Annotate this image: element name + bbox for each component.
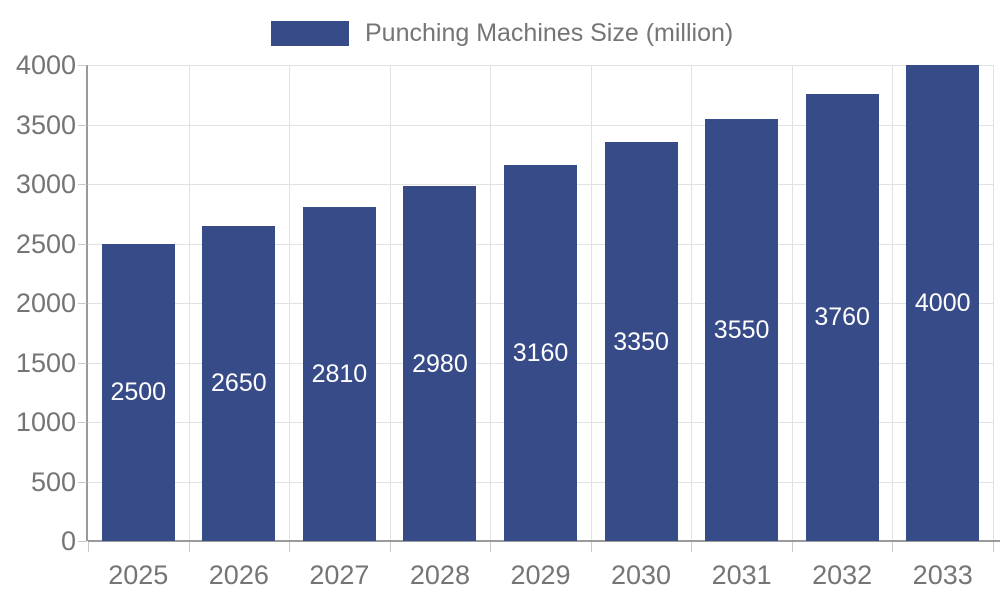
gridline-vertical bbox=[188, 65, 190, 541]
bar-value-label: 3350 bbox=[613, 327, 669, 356]
x-axis-tick bbox=[993, 542, 994, 552]
x-axis-tick bbox=[791, 542, 793, 552]
x-axis-tick bbox=[188, 542, 190, 552]
gridline-horizontal bbox=[88, 65, 993, 66]
gridline-vertical bbox=[590, 65, 592, 541]
y-axis-tick bbox=[78, 184, 87, 185]
y-axis-label: 500 bbox=[30, 466, 76, 497]
gridline-vertical bbox=[691, 65, 693, 541]
x-axis-tick bbox=[389, 542, 391, 552]
y-axis-label: 0 bbox=[60, 526, 76, 556]
bar-value-label: 2500 bbox=[110, 378, 167, 407]
bar-value-label: 3760 bbox=[814, 303, 870, 332]
y-axis-tick bbox=[78, 422, 87, 423]
bar-value-label: 2650 bbox=[211, 369, 267, 398]
x-axis-tick bbox=[289, 542, 291, 552]
y-axis-label: 1500 bbox=[15, 347, 76, 378]
bar-value-label: 2810 bbox=[311, 359, 368, 388]
gridline-vertical bbox=[490, 65, 492, 541]
bar[interactable]: 2980 bbox=[403, 186, 477, 541]
legend-item[interactable]: Punching Machines Size (million) bbox=[271, 19, 733, 47]
x-axis-tick bbox=[892, 542, 894, 552]
bar-value-label: 4000 bbox=[914, 289, 971, 317]
x-axis-label: 2031 bbox=[711, 560, 772, 590]
gridline-vertical bbox=[289, 65, 291, 541]
y-axis-tick bbox=[78, 303, 87, 304]
x-axis-label: 2028 bbox=[409, 560, 470, 590]
gridline-vertical bbox=[389, 65, 391, 541]
y-axis-line bbox=[86, 65, 88, 541]
y-axis-label: 3500 bbox=[15, 109, 76, 140]
y-axis-tick bbox=[78, 541, 87, 542]
bar[interactable]: 2810 bbox=[302, 206, 376, 541]
legend-swatch bbox=[271, 20, 349, 46]
y-axis-label: 2500 bbox=[15, 228, 76, 259]
x-axis-label: 2029 bbox=[510, 560, 571, 590]
bar[interactable]: 4000 bbox=[906, 65, 980, 541]
legend-label: Punching Machines Size (million) bbox=[365, 19, 734, 47]
y-axis-tick bbox=[78, 65, 87, 66]
y-axis-tick bbox=[78, 362, 87, 364]
x-axis-label: 2027 bbox=[309, 560, 370, 590]
bar-value-label: 3550 bbox=[713, 315, 770, 344]
x-axis-label: 2032 bbox=[812, 560, 873, 590]
gridline-vertical bbox=[892, 65, 894, 541]
bar-value-label: 3160 bbox=[512, 338, 569, 367]
bar[interactable]: 2500 bbox=[101, 243, 175, 541]
x-axis-label: 2025 bbox=[108, 560, 169, 590]
x-axis-baseline bbox=[88, 540, 1000, 542]
x-axis-tick bbox=[691, 542, 693, 552]
bar[interactable]: 3350 bbox=[604, 142, 678, 541]
gridline-vertical bbox=[791, 65, 793, 541]
bar-value-label: 2980 bbox=[412, 349, 468, 378]
y-axis-tick bbox=[78, 124, 87, 126]
bar[interactable]: 3550 bbox=[705, 118, 779, 541]
y-axis-tick bbox=[78, 243, 87, 245]
bar[interactable]: 3160 bbox=[504, 164, 577, 541]
gridline-horizontal bbox=[88, 124, 993, 126]
x-axis-label: 2030 bbox=[611, 560, 672, 590]
x-axis-tick bbox=[590, 542, 592, 552]
y-axis-label: 4000 bbox=[15, 50, 76, 80]
y-axis-label: 1000 bbox=[15, 407, 76, 437]
y-axis-tick bbox=[78, 481, 87, 483]
bar[interactable]: 3760 bbox=[805, 93, 879, 541]
x-axis-label: 2026 bbox=[208, 560, 269, 590]
y-axis-label: 2000 bbox=[15, 288, 76, 318]
gridline-vertical bbox=[993, 65, 994, 541]
x-axis-tick bbox=[490, 542, 492, 552]
x-axis-tick bbox=[88, 542, 89, 552]
y-axis-label: 3000 bbox=[15, 169, 76, 199]
x-axis-label: 2033 bbox=[912, 560, 973, 590]
bar[interactable]: 2650 bbox=[202, 225, 276, 541]
